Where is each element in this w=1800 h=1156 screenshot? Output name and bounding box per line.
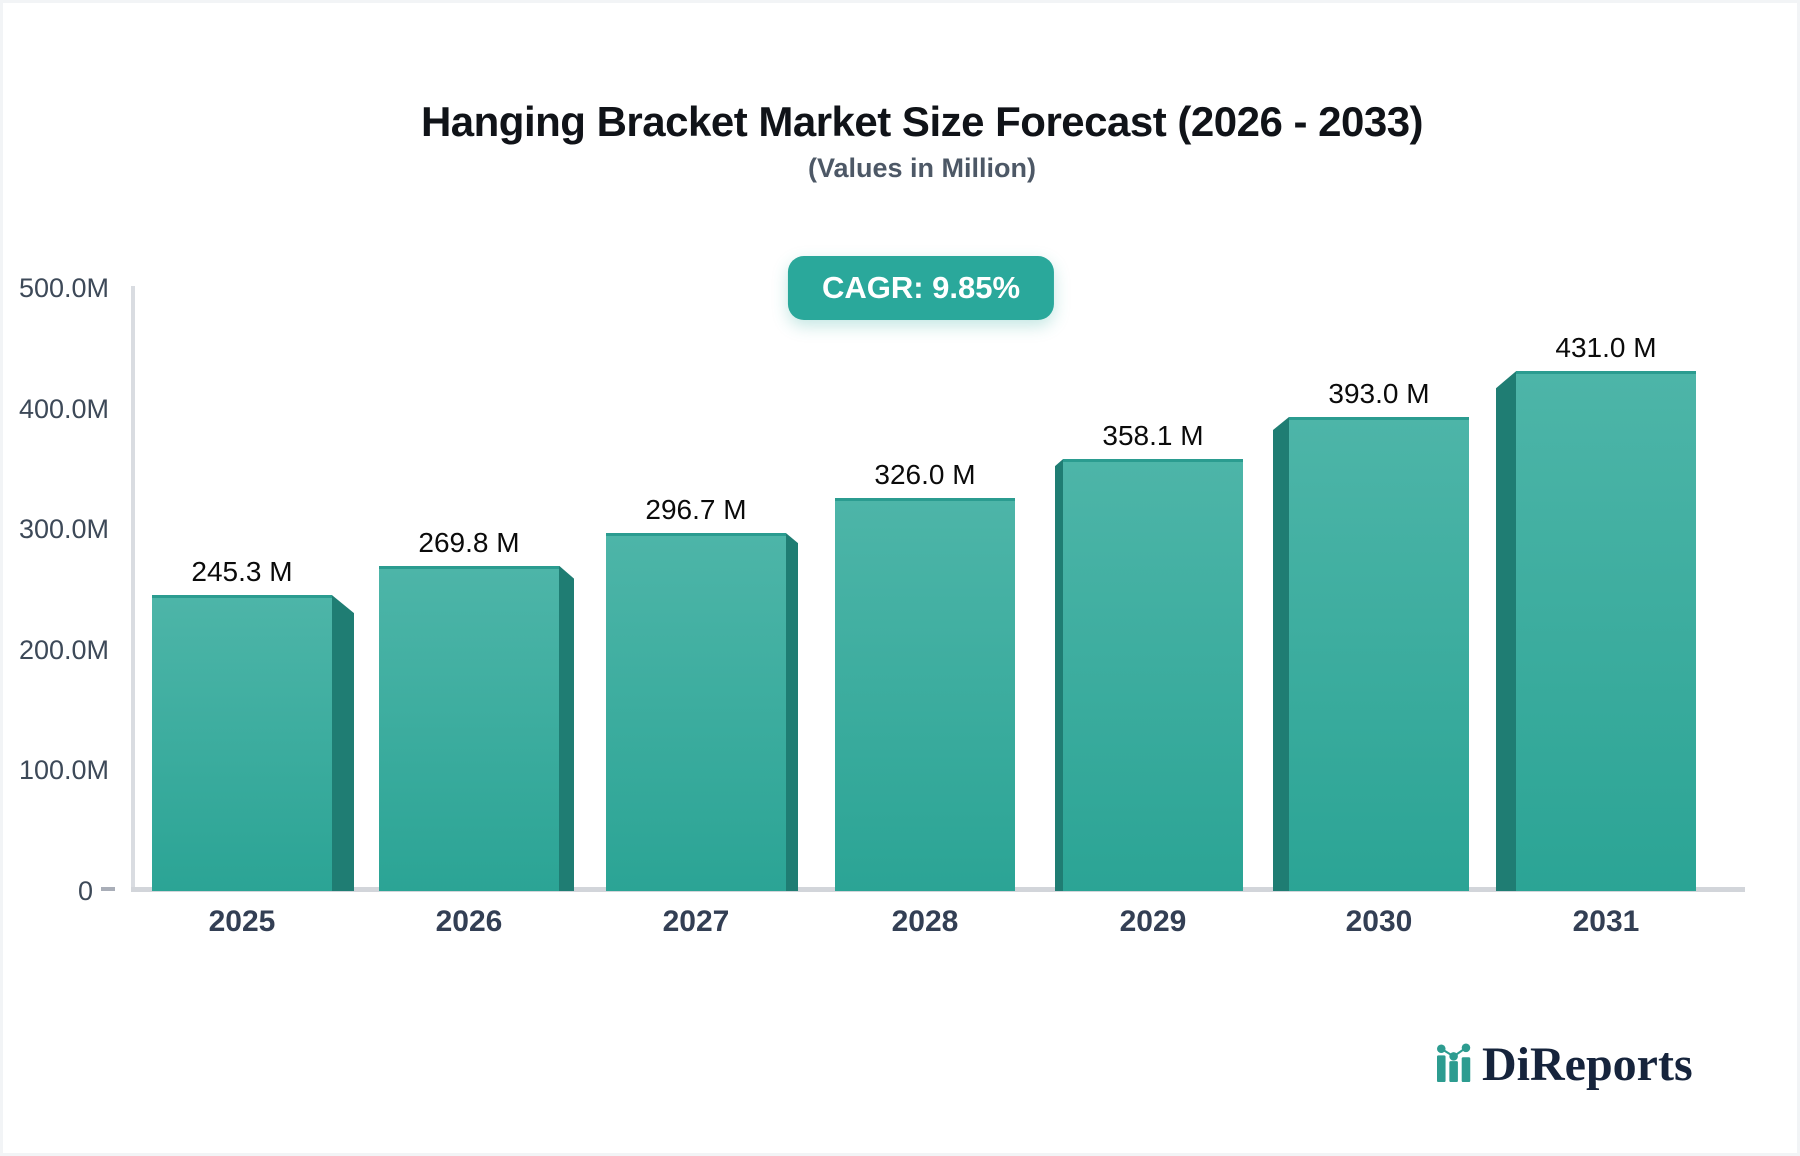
bar-value-label-2031: 431.0 M	[1555, 332, 1657, 364]
brand-logo[interactable]: DiReports	[1437, 1041, 1693, 1089]
bar-value-label-2025: 245.3 M	[191, 556, 293, 588]
bar-value-label-2028: 326.0 M	[874, 458, 976, 490]
bar-line-chart-icon	[1437, 1043, 1471, 1082]
x-tick-label-2026: 2026	[435, 905, 503, 938]
bar-2026[interactable]	[379, 565, 559, 891]
y-axis-line	[131, 286, 135, 891]
bar-value-label-2027: 296.7 M	[645, 494, 747, 526]
bar-2027[interactable]	[606, 533, 786, 891]
y-tick-label-300: 300.0M	[18, 514, 109, 545]
bar-2025[interactable]	[152, 595, 332, 891]
x-tick-label-2028: 2028	[891, 905, 959, 938]
bar-side-face-2026	[559, 565, 574, 891]
bar-2029[interactable]	[1063, 459, 1243, 891]
bar-value-label-2029: 358.1 M	[1102, 420, 1204, 452]
brand-name: DiReports	[1482, 1038, 1693, 1091]
x-tick-label-2027: 2027	[662, 905, 730, 938]
x-tick-label-2029: 2029	[1119, 905, 1187, 938]
bar-2028[interactable]	[835, 497, 1015, 891]
zero-tick-mark	[101, 887, 115, 891]
chart-subtitle: (Values in Million)	[807, 153, 1037, 183]
bar-side-face-2025	[332, 595, 354, 891]
y-tick-label-400: 400.0M	[18, 393, 109, 424]
bar-side-face-2030	[1273, 417, 1289, 891]
y-tick-label-100: 100.0M	[18, 755, 109, 786]
bar-2030[interactable]	[1289, 417, 1469, 891]
cagr-badge: CAGR: 9.85%	[787, 256, 1055, 320]
y-tick-label-200: 200.0M	[18, 634, 109, 665]
y-tick-label-500: 500.0M	[18, 273, 109, 303]
bar-side-face-2031	[1496, 371, 1516, 891]
bar-value-label-2026: 269.8 M	[418, 526, 520, 558]
chart-title: Hanging Bracket Market Size Forecast (20…	[420, 98, 1424, 145]
bar-side-face-2027	[786, 533, 798, 891]
x-tick-label-2030: 2030	[1345, 905, 1413, 938]
bar-value-label-2030: 393.0 M	[1328, 378, 1430, 410]
x-tick-label-2025: 2025	[208, 905, 276, 938]
y-tick-label-0: 0	[77, 876, 93, 906]
plot-area: 500.0M 400.0M 300.0M 200.0M 100.0M 0 245.3 M 20…	[3, 3, 1797, 1153]
bar-2031[interactable]	[1516, 371, 1696, 891]
x-tick-label-2031: 2031	[1572, 905, 1640, 938]
bar-side-face-2029	[1055, 459, 1063, 891]
